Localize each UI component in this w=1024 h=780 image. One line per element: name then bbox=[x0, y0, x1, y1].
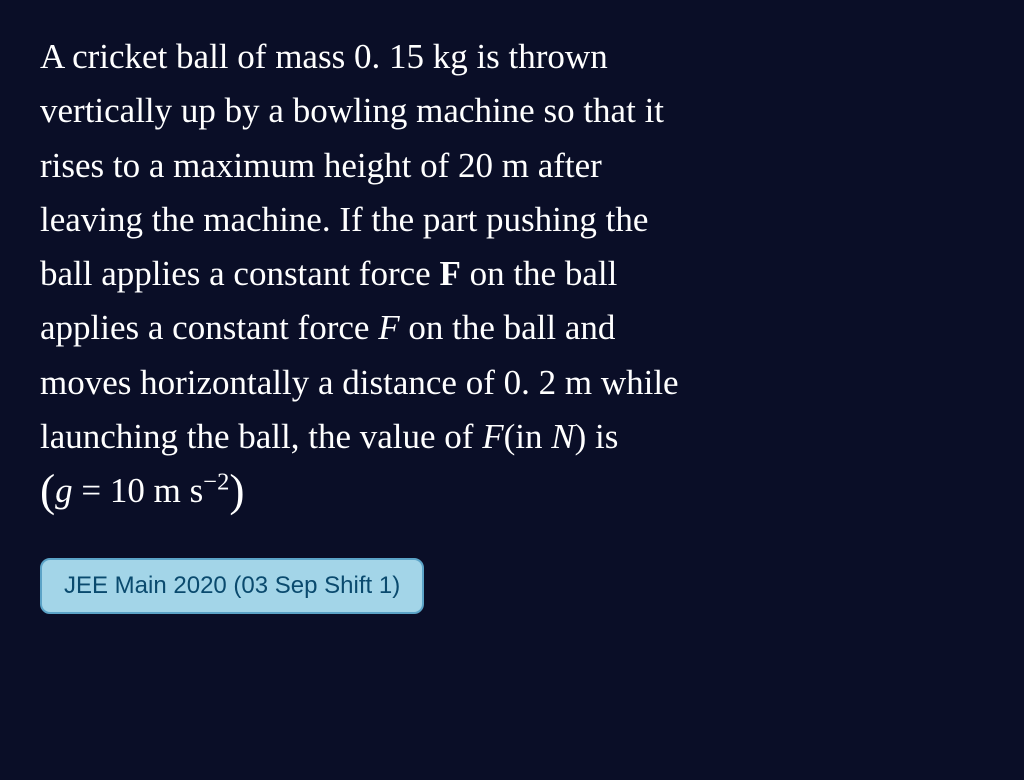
question-text: A cricket ball of mass 0. 15 kg is throw… bbox=[40, 30, 984, 518]
exam-badge-label: JEE Main 2020 (03 Sep Shift 1) bbox=[64, 572, 400, 599]
text-big-paren-close: ) bbox=[229, 465, 244, 516]
text-is: is bbox=[586, 417, 618, 456]
text-force-F-bold: F bbox=[439, 254, 460, 293]
text-exponent: −2 bbox=[203, 468, 229, 495]
text-in: in bbox=[515, 417, 551, 456]
text-paren-open: ( bbox=[504, 417, 516, 456]
text-line-5a: ball applies a constant force bbox=[40, 254, 439, 293]
text-paren-close: ) bbox=[575, 417, 587, 456]
text-line-8a: launching the ball, the value of bbox=[40, 417, 482, 456]
text-line-6a: applies a constant force bbox=[40, 308, 378, 347]
exam-badge: JEE Main 2020 (03 Sep Shift 1) bbox=[40, 558, 424, 614]
text-line-2: vertically up by a bowling machine so th… bbox=[40, 91, 664, 130]
text-F-result: F bbox=[482, 417, 503, 456]
text-g-value: = 10 m s bbox=[73, 471, 204, 510]
text-N: N bbox=[551, 417, 574, 456]
text-force-F-italic: F bbox=[378, 308, 399, 347]
text-g: g bbox=[55, 471, 73, 510]
text-line-3: rises to a maximum height of 20 m after bbox=[40, 146, 602, 185]
text-line-1: A cricket ball of mass 0. 15 kg is throw… bbox=[40, 37, 608, 76]
text-line-7: moves horizontally a distance of 0. 2 m … bbox=[40, 363, 679, 402]
text-line-6b: on the ball and bbox=[400, 308, 616, 347]
question-container: A cricket ball of mass 0. 15 kg is throw… bbox=[0, 0, 1024, 644]
text-big-paren-open: ( bbox=[40, 465, 55, 516]
text-line-4: leaving the machine. If the part pushing… bbox=[40, 200, 648, 239]
text-line-5b: on the ball bbox=[461, 254, 618, 293]
